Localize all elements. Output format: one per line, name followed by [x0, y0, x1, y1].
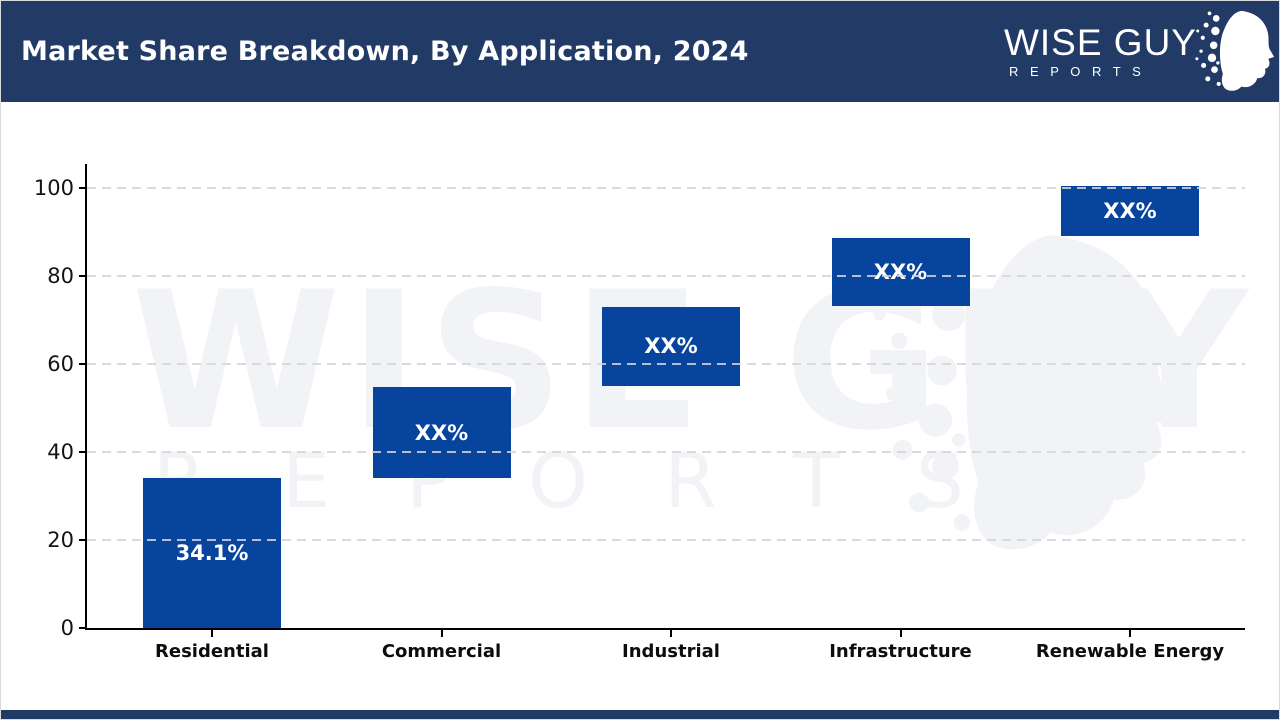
- y-tick-100: [79, 187, 86, 189]
- category-label-renewable-energy: Renewable Energy: [1035, 641, 1225, 662]
- page-title: Market Share Breakdown, By Application, …: [21, 36, 749, 67]
- category-label-industrial: Industrial: [622, 641, 720, 662]
- bar-renewable-energy: XX%: [1061, 185, 1199, 237]
- y-tick-label-100: 100: [33, 176, 74, 200]
- x-tick-commercial: [440, 630, 443, 637]
- logo-subtitle-text: R E P O R T S: [1008, 63, 1145, 79]
- gridline-100: [87, 187, 1245, 189]
- y-tick-40: [79, 451, 86, 453]
- bar-commercial: XX%: [372, 387, 511, 478]
- category-label-commercial: Commercial: [381, 641, 502, 662]
- gridline-20: [87, 539, 1245, 541]
- y-tick-label-40: 40: [47, 440, 74, 464]
- bar-value-label-commercial: XX%: [414, 420, 469, 445]
- y-tick-label-60: 60: [47, 352, 74, 376]
- y-tick-0: [79, 627, 86, 629]
- y-tick-80: [79, 275, 86, 277]
- wiseguy-logo: WISE GUY R E P O R T S: [1004, 3, 1275, 100]
- x-axis-line: [85, 628, 1245, 630]
- logo-wordmark: WISE GUY R E P O R T S: [1003, 22, 1197, 79]
- footer-bar: [1, 710, 1279, 719]
- header-bar: Market Share Breakdown, By Application, …: [1, 1, 1279, 102]
- y-tick-60: [79, 363, 86, 365]
- bar-industrial: XX%: [602, 306, 740, 386]
- x-tick-industrial: [670, 630, 672, 637]
- category-label-infrastructure: Infrastructure: [829, 641, 972, 662]
- x-tick-residential: [211, 630, 213, 637]
- bar-value-label-residential: 34.1%: [175, 540, 249, 565]
- gridline-80: [87, 275, 1245, 277]
- x-tick-renewable-energy: [1129, 630, 1131, 637]
- category-label-residential: Residential: [155, 641, 269, 662]
- y-tick-label-20: 20: [47, 528, 74, 552]
- x-tick-infrastructure: [899, 630, 902, 637]
- bar-value-label-industrial: XX%: [644, 334, 698, 359]
- y-tick-label-80: 80: [47, 264, 74, 288]
- logo-head-icon: [1195, 10, 1275, 91]
- y-axis-line: [85, 164, 87, 630]
- bar-residential: 34.1%: [143, 477, 281, 628]
- gridline-40: [87, 451, 1245, 453]
- bar-value-label-renewable-energy: XX%: [1103, 199, 1157, 224]
- logo-name-text: WISE GUY: [1003, 22, 1197, 64]
- watermark-head-icon: [870, 235, 1180, 550]
- bar-value-label-infrastructure: XX%: [873, 260, 928, 285]
- y-tick-20: [79, 539, 86, 541]
- gridline-60: [87, 363, 1245, 365]
- bar-infrastructure: XX%: [831, 238, 970, 306]
- watermark-subtext: R E P O R T S: [153, 436, 990, 525]
- y-tick-label-0: 0: [60, 616, 74, 640]
